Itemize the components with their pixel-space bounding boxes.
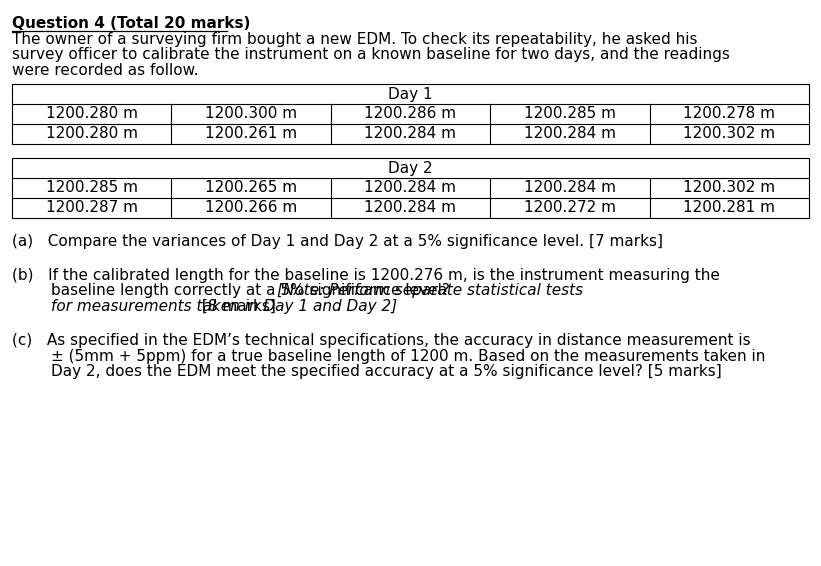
Text: 1200.280 m: 1200.280 m xyxy=(46,106,138,122)
Text: Day 1: Day 1 xyxy=(388,87,433,101)
Text: [8 marks]: [8 marks] xyxy=(197,299,276,314)
Text: 1200.284 m: 1200.284 m xyxy=(365,200,456,216)
Text: 1200.300 m: 1200.300 m xyxy=(205,106,297,122)
Text: 1200.302 m: 1200.302 m xyxy=(683,181,775,195)
Text: for measurements taken in Day 1 and Day 2]: for measurements taken in Day 1 and Day … xyxy=(12,299,397,314)
Text: 1200.265 m: 1200.265 m xyxy=(205,181,297,195)
Text: 1200.286 m: 1200.286 m xyxy=(365,106,456,122)
Text: (c)   As specified in the EDM’s technical specifications, the accuracy in distan: (c) As specified in the EDM’s technical … xyxy=(12,333,750,348)
Text: Question 4 (Total 20 marks): Question 4 (Total 20 marks) xyxy=(12,16,250,31)
Text: 1200.272 m: 1200.272 m xyxy=(524,200,616,216)
Text: were recorded as follow.: were recorded as follow. xyxy=(12,63,199,78)
Text: 1200.284 m: 1200.284 m xyxy=(524,126,616,142)
Text: (b)   If the calibrated length for the baseline is 1200.276 m, is the instrument: (b) If the calibrated length for the bas… xyxy=(12,268,720,283)
Text: [Note: Perform separate statistical tests: [Note: Perform separate statistical test… xyxy=(277,284,583,298)
Bar xyxy=(12,84,809,144)
Text: 1200.280 m: 1200.280 m xyxy=(46,126,138,142)
Text: 1200.266 m: 1200.266 m xyxy=(205,200,297,216)
Text: 1200.285 m: 1200.285 m xyxy=(46,181,138,195)
Text: 1200.281 m: 1200.281 m xyxy=(683,200,775,216)
Text: ± (5mm + 5ppm) for a true baseline length of 1200 m. Based on the measurements t: ± (5mm + 5ppm) for a true baseline lengt… xyxy=(12,349,765,363)
Text: baseline length correctly at a 5% significance level?: baseline length correctly at a 5% signif… xyxy=(12,284,455,298)
Text: 1200.261 m: 1200.261 m xyxy=(205,126,297,142)
Text: (a)   Compare the variances of Day 1 and Day 2 at a 5% significance level. [7 ma: (a) Compare the variances of Day 1 and D… xyxy=(12,234,663,249)
Bar xyxy=(12,158,809,218)
Text: 1200.285 m: 1200.285 m xyxy=(524,106,616,122)
Text: 1200.287 m: 1200.287 m xyxy=(46,200,138,216)
Text: 1200.278 m: 1200.278 m xyxy=(683,106,775,122)
Text: survey officer to calibrate the instrument on a known baseline for two days, and: survey officer to calibrate the instrume… xyxy=(12,48,730,62)
Text: 1200.284 m: 1200.284 m xyxy=(365,126,456,142)
Text: 1200.284 m: 1200.284 m xyxy=(524,181,616,195)
Text: Day 2, does the EDM meet the specified accuracy at a 5% significance level? [5 m: Day 2, does the EDM meet the specified a… xyxy=(12,364,722,379)
Text: Day 2: Day 2 xyxy=(388,161,433,175)
Text: 1200.302 m: 1200.302 m xyxy=(683,126,775,142)
Text: The owner of a surveying firm bought a new EDM. To check its repeatability, he a: The owner of a surveying firm bought a n… xyxy=(12,32,698,47)
Text: 1200.284 m: 1200.284 m xyxy=(365,181,456,195)
